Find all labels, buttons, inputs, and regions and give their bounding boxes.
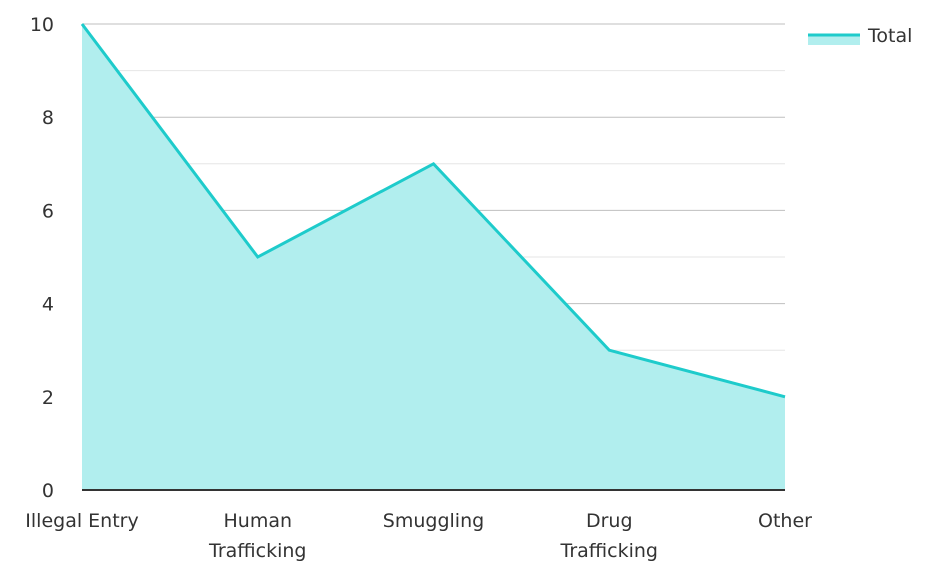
y-tick-label: 6 xyxy=(42,200,54,222)
y-tick-label: 0 xyxy=(42,480,54,502)
area-fill-total xyxy=(82,24,785,490)
y-tick-label: 10 xyxy=(30,14,54,36)
x-axis-ticks: Illegal Entry Human Trafficking Smuggling Dr… xyxy=(25,510,812,562)
y-axis-ticks: 0 2 4 6 8 10 xyxy=(30,14,54,502)
x-tick-label: Illegal Entry xyxy=(25,510,138,532)
x-tick-label: Other xyxy=(758,510,812,532)
x-tick-label: Human Trafficking xyxy=(208,510,306,562)
legend-label-total: Total xyxy=(867,25,912,47)
y-tick-label: 2 xyxy=(42,387,54,409)
x-tick-label: Drug Trafficking xyxy=(560,510,658,562)
y-tick-label: 4 xyxy=(42,294,54,316)
legend-swatch-total xyxy=(808,35,860,45)
series-line-total xyxy=(80,23,786,399)
legend[interactable]: Total xyxy=(808,25,912,47)
y-tick-label: 8 xyxy=(42,107,54,129)
x-tick-label: Smuggling xyxy=(383,510,484,532)
